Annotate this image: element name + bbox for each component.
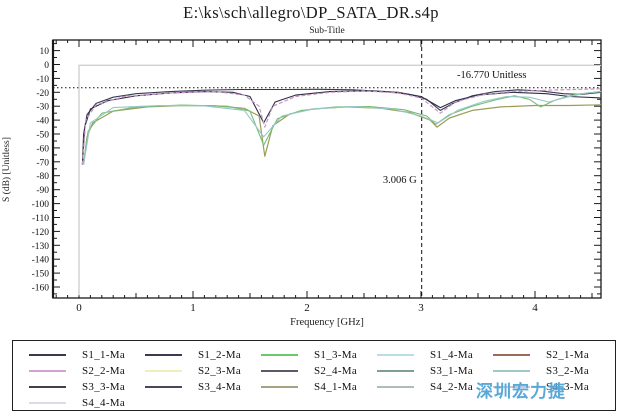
legend-label: S3_4-Ma [198, 380, 242, 393]
horizontal-marker-label: -16.770 Unitless [457, 70, 526, 81]
legend-item: S4_4-Ma [29, 395, 145, 410]
y-tick-label: -160 [32, 284, 50, 294]
legend-item: S1_3-Ma [261, 347, 377, 362]
legend-item: S3_1-Ma [377, 363, 493, 378]
legend-item: S2_2-Ma [29, 363, 145, 378]
legend-swatch [145, 385, 182, 388]
legend-item: S3_3-Ma [29, 379, 145, 394]
legend-label: S1_1-Ma [82, 348, 126, 361]
x-tick-label: 3 [418, 302, 424, 314]
legend-item: S3_4-Ma [145, 379, 261, 394]
vertical-marker-label: 3.006 G [383, 175, 417, 186]
legend-swatch [145, 353, 182, 356]
legend-label: S1_2-Ma [198, 348, 242, 361]
y-tick-label: -130 [32, 242, 50, 252]
legend-item: S4_1-Ma [261, 379, 377, 394]
legend-label: S4_4-Ma [82, 396, 126, 409]
y-tick-label: -110 [32, 214, 49, 224]
y-tick-label: -40 [36, 117, 49, 127]
y-tick-label: 10 [40, 47, 50, 57]
y-tick-label: -150 [32, 270, 50, 280]
legend-swatch [29, 369, 66, 372]
legend-grid: S1_1-Ma S1_2-Ma S1_3-Ma S1_4-Ma S2_1-Ma S2_2-… [13, 341, 615, 412]
series-through-flat [78, 64, 602, 296]
legend-swatch [377, 369, 414, 372]
series-coupling-green [83, 91, 602, 165]
series-coupling-teal [83, 91, 602, 165]
y-tick-label: -100 [32, 200, 50, 210]
y-tick-label: -30 [36, 103, 49, 113]
y-tick-label: -20 [36, 89, 49, 99]
y-tick-label: -140 [32, 256, 50, 266]
legend-label: S2_1-Ma [546, 348, 590, 361]
legend-label: S2_3-Ma [198, 364, 242, 377]
legend-item: S3_2-Ma [493, 363, 609, 378]
legend-item: S1_2-Ma [145, 347, 261, 362]
x-tick-label: 2 [304, 302, 310, 314]
legend-label: S2_4-Ma [314, 364, 358, 377]
legend-swatch [145, 369, 182, 372]
legend-swatch [377, 353, 414, 356]
y-tick-label: -60 [36, 144, 49, 154]
legend-item: S2_4-Ma [261, 363, 377, 378]
x-tick-label: 1 [190, 302, 196, 314]
legend-item: S2_3-Ma [145, 363, 261, 378]
legend-swatch [261, 369, 298, 372]
y-tick-label: -90 [36, 186, 49, 196]
legend-swatch [377, 385, 414, 388]
legend-swatch [29, 353, 66, 356]
legend-swatch [493, 353, 530, 356]
legend-swatch [493, 385, 530, 388]
legend-item: S4_3-Ma [493, 379, 609, 394]
legend-swatch [29, 401, 66, 404]
y-tick-label: -80 [36, 172, 49, 182]
y-tick-label: -120 [32, 228, 50, 238]
legend-swatch [29, 385, 66, 388]
legend-item: S1_1-Ma [29, 347, 145, 362]
y-tick-label: -10 [36, 75, 49, 85]
legend-label: S1_4-Ma [430, 348, 474, 361]
legend-item: S1_4-Ma [377, 347, 493, 362]
series-return-loss-magenta [81, 88, 602, 165]
x-axis-title: Frequency [GHz] [290, 317, 364, 328]
series-coupling-olive [83, 104, 602, 165]
legend-label: S4_1-Ma [314, 380, 358, 393]
y-tick-label: 0 [44, 61, 49, 71]
legend-label: S2_2-Ma [82, 364, 126, 377]
x-tick-label: 4 [532, 302, 538, 314]
legend-label: S4_3-Ma [546, 380, 590, 393]
x-tick-label: 0 [76, 302, 82, 314]
y-tick-label: -70 [36, 158, 49, 168]
chart-subtitle: Sub-Title [309, 26, 345, 36]
legend-label: S1_3-Ma [314, 348, 358, 361]
y-tick-label: -50 [36, 131, 49, 141]
legend-swatch [261, 353, 298, 356]
legend-item: S4_2-Ma [377, 379, 493, 394]
legend-swatch [493, 369, 530, 372]
legend-swatch [261, 385, 298, 388]
plot-area: 100-10-20-30-40-50-60-70-80-90-100-110-1… [32, 39, 602, 314]
legend-label: S3_2-Ma [546, 364, 590, 377]
legend-label: S3_3-Ma [82, 380, 126, 393]
legend-label: S3_1-Ma [430, 364, 474, 377]
legend-item: S2_1-Ma [493, 347, 609, 362]
series-return-loss-dark-b [81, 90, 602, 165]
watermark-text: 深圳宏力捷 [476, 382, 566, 402]
chart-title: E:\ks\sch\allegro\DP_SATA_DR.s4p [183, 3, 439, 22]
legend-box: S1_1-Ma S1_2-Ma S1_3-Ma S1_4-Ma S2_1-Ma S2_2-… [12, 340, 616, 411]
legend-label: S4_2-Ma [430, 380, 474, 393]
series-return-loss-dark-a [81, 88, 602, 165]
